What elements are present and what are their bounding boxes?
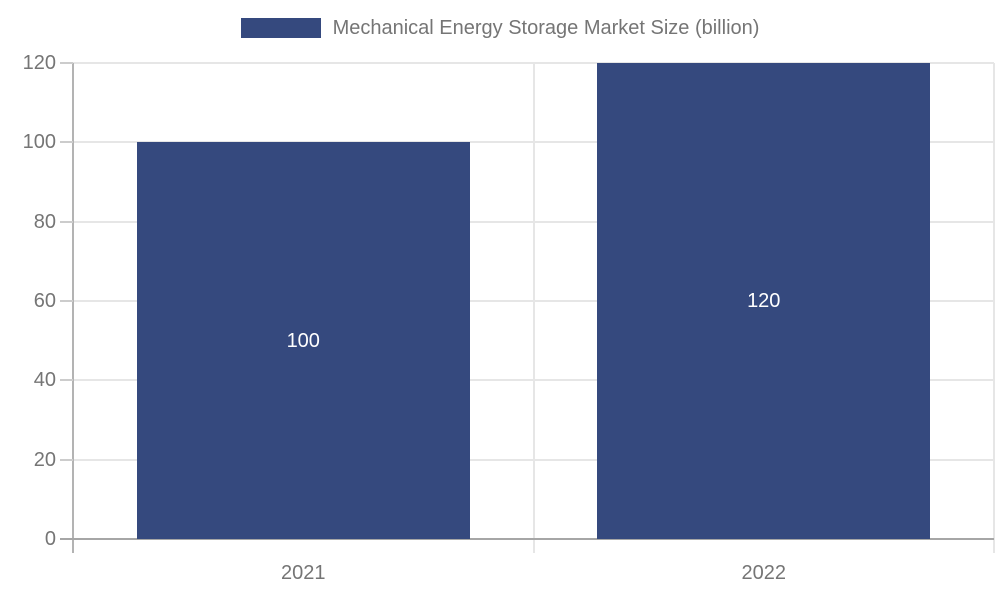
y-tick-label-40: 40 xyxy=(33,369,56,392)
gridline-x-boundary-1 xyxy=(532,63,535,553)
y-tick-label-20: 20 xyxy=(33,448,56,471)
x-tick-label-2021: 2021 xyxy=(281,562,326,584)
y-tick-label-120: 120 xyxy=(22,52,56,74)
y-tick-120 xyxy=(60,62,73,64)
y-tick-80 xyxy=(60,220,73,223)
y-axis-spine xyxy=(72,63,74,553)
gridline-x-boundary-2 xyxy=(993,63,995,553)
y-tick-100 xyxy=(60,141,73,144)
x-axis-line xyxy=(60,538,994,540)
y-tick-40 xyxy=(60,379,73,382)
bar-2022[interactable] xyxy=(597,63,931,539)
bar-label-2021: 100 xyxy=(286,329,320,352)
x-tick-label-2022: 2022 xyxy=(741,562,787,584)
y-tick-label-0: 0 xyxy=(44,528,56,550)
y-tick-label-100: 100 xyxy=(22,131,56,154)
bar-label-2022: 120 xyxy=(747,290,781,312)
legend[interactable]: Mechanical Energy Storage Market Size (b… xyxy=(0,14,1000,42)
y-tick-label-80: 80 xyxy=(33,210,56,233)
y-tick-60 xyxy=(60,300,73,302)
legend-label: Mechanical Energy Storage Market Size (b… xyxy=(332,16,760,39)
bar-2021[interactable] xyxy=(136,142,470,539)
legend-swatch[interactable] xyxy=(240,18,321,38)
y-tick-20 xyxy=(60,458,73,461)
y-tick-label-60: 60 xyxy=(33,290,56,312)
